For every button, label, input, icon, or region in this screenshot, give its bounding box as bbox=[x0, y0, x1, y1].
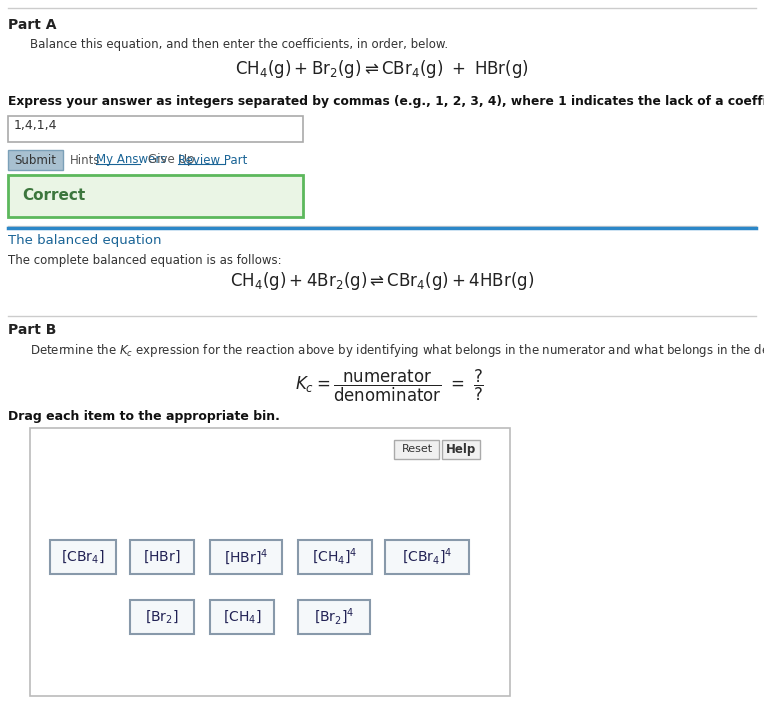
Text: Determine the $K_c$ expression for the reaction above by identifying what belong: Determine the $K_c$ expression for the r… bbox=[30, 342, 764, 359]
Bar bbox=[210, 540, 282, 574]
Bar bbox=[385, 540, 469, 574]
Text: $[\mathrm{HBr}]^4$: $[\mathrm{HBr}]^4$ bbox=[224, 547, 268, 567]
Text: $[\mathrm{HBr}]$: $[\mathrm{HBr}]$ bbox=[144, 549, 181, 565]
Text: $[\mathrm{CH_4}]^4$: $[\mathrm{CH_4}]^4$ bbox=[312, 547, 358, 567]
Text: Express your answer as integers separated by commas (e.g., 1, 2, 3, 4), where 1 : Express your answer as integers separate… bbox=[8, 95, 764, 108]
Text: $[\mathrm{CH_4}]$: $[\mathrm{CH_4}]$ bbox=[223, 609, 261, 625]
Bar bbox=[298, 540, 372, 574]
Bar bbox=[130, 540, 194, 574]
Bar bbox=[442, 440, 480, 459]
Text: 1,4,1,4: 1,4,1,4 bbox=[14, 119, 57, 132]
Bar bbox=[8, 116, 303, 142]
Text: Submit: Submit bbox=[14, 154, 56, 166]
Text: Correct: Correct bbox=[22, 189, 86, 204]
Bar bbox=[8, 150, 63, 170]
Text: $K_c = \dfrac{\mathrm{numerator}}{\mathrm{denominator}}\ =\ \dfrac{?}{?}$: $K_c = \dfrac{\mathrm{numerator}}{\mathr… bbox=[295, 368, 484, 404]
Text: My Answers: My Answers bbox=[96, 154, 167, 166]
Bar bbox=[8, 175, 303, 217]
Text: Reset: Reset bbox=[401, 444, 432, 454]
Text: $[\mathrm{CBr_4}]$: $[\mathrm{CBr_4}]$ bbox=[61, 548, 105, 565]
Bar bbox=[298, 600, 370, 634]
Text: $[\mathrm{CBr_4}]^4$: $[\mathrm{CBr_4}]^4$ bbox=[402, 547, 452, 567]
Bar bbox=[30, 428, 510, 696]
Text: Help: Help bbox=[446, 442, 476, 456]
Text: The balanced equation: The balanced equation bbox=[8, 234, 161, 247]
Text: Review Part: Review Part bbox=[178, 154, 248, 166]
Bar bbox=[130, 600, 194, 634]
Text: Hints: Hints bbox=[70, 154, 101, 166]
Text: Balance this equation, and then enter the coefficients, in order, below.: Balance this equation, and then enter th… bbox=[30, 38, 448, 51]
Text: $\mathrm{CH_4(g) + Br_2(g) \rightleftharpoons CBr_4(g)\ +\ HBr(g)}$: $\mathrm{CH_4(g) + Br_2(g) \rightlefthar… bbox=[235, 58, 529, 80]
Text: $[\mathrm{Br_2}]$: $[\mathrm{Br_2}]$ bbox=[145, 609, 179, 625]
Bar bbox=[50, 540, 116, 574]
Text: $\mathrm{CH_4(g) + 4Br_2(g) \rightleftharpoons CBr_4(g) + 4HBr(g)}$: $\mathrm{CH_4(g) + 4Br_2(g) \rightleftha… bbox=[230, 270, 534, 292]
Text: Part A: Part A bbox=[8, 18, 57, 32]
Text: Give Up: Give Up bbox=[148, 154, 195, 166]
Text: $[\mathrm{Br_2}]^4$: $[\mathrm{Br_2}]^4$ bbox=[314, 607, 354, 627]
Bar bbox=[210, 600, 274, 634]
Bar bbox=[394, 440, 439, 459]
Text: The complete balanced equation is as follows:: The complete balanced equation is as fol… bbox=[8, 254, 282, 267]
Text: Drag each item to the appropriate bin.: Drag each item to the appropriate bin. bbox=[8, 410, 280, 423]
Text: Part B: Part B bbox=[8, 323, 57, 337]
